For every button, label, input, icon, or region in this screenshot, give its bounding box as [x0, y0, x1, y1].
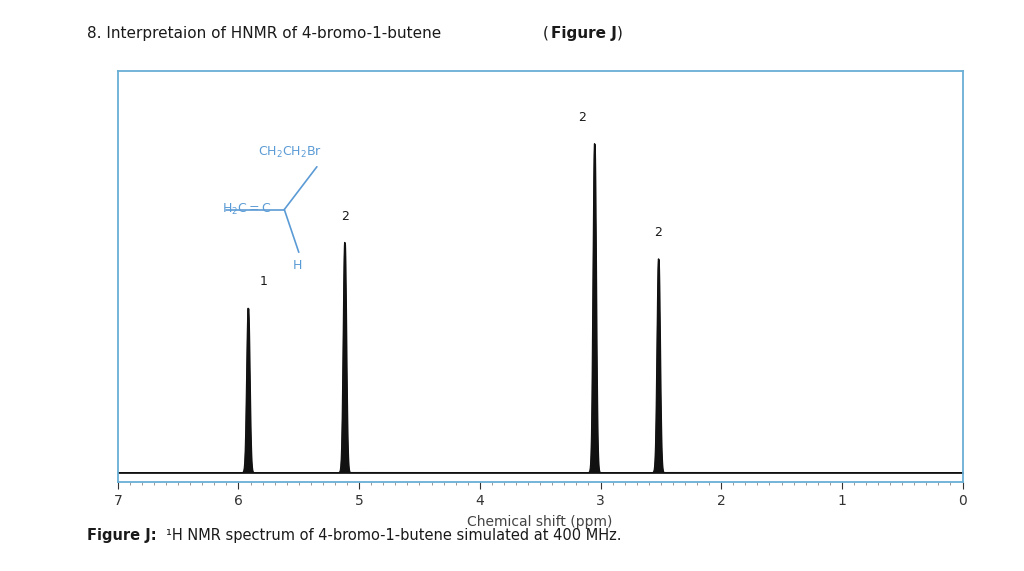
- Text: Figure J:: Figure J:: [87, 528, 162, 543]
- Text: Figure J: Figure J: [551, 26, 616, 41]
- Text: 8. Interpretaion of HNMR of 4-bromo-1-butene: 8. Interpretaion of HNMR of 4-bromo-1-bu…: [87, 26, 446, 41]
- Text: CH$_2$CH$_2$Br: CH$_2$CH$_2$Br: [258, 145, 322, 160]
- Text: ¹H NMR spectrum of 4-bromo-1-butene simulated at 400 MHz.: ¹H NMR spectrum of 4-bromo-1-butene simu…: [166, 528, 622, 543]
- Text: 2: 2: [341, 210, 348, 223]
- Text: H$_2$C$=$C: H$_2$C$=$C: [221, 202, 271, 217]
- X-axis label: Chemical shift (ppm): Chemical shift (ppm): [468, 515, 612, 529]
- Text: 2: 2: [579, 111, 587, 124]
- Text: ): ): [616, 26, 623, 41]
- Text: H: H: [293, 259, 302, 272]
- Text: (: (: [543, 26, 549, 41]
- Text: 1: 1: [260, 275, 267, 288]
- Text: 2: 2: [654, 226, 663, 239]
